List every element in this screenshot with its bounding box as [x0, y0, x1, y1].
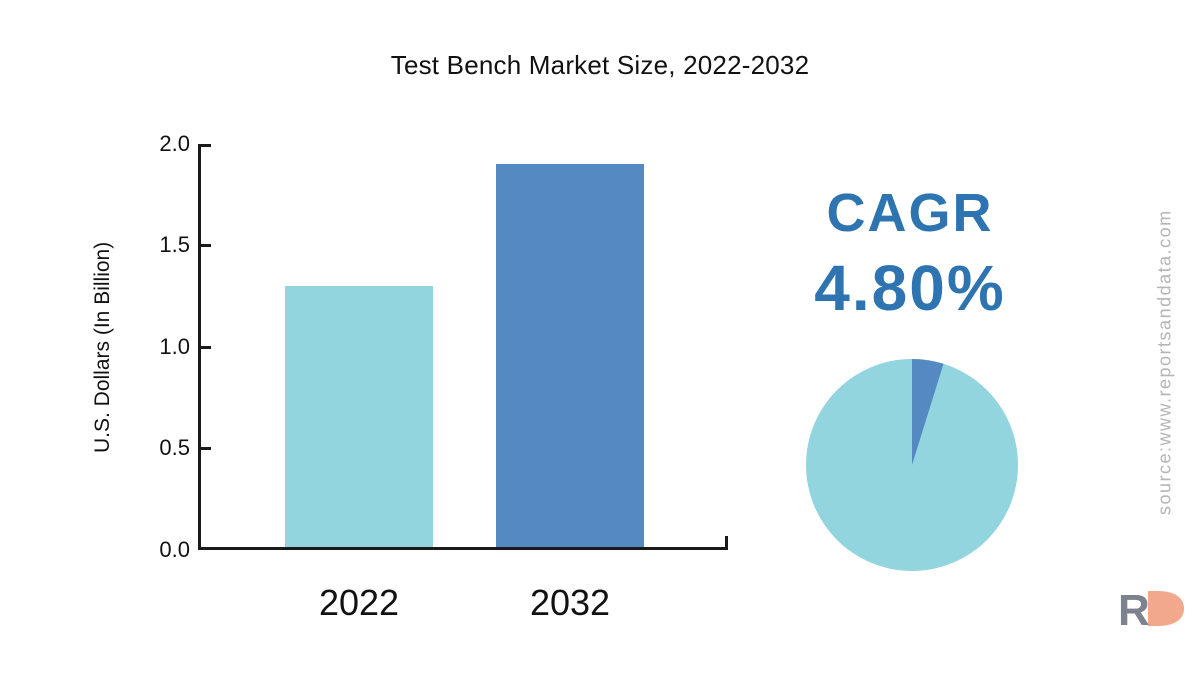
ytick-label-0.0: 0.0 — [159, 537, 190, 562]
ytick-label-0.5: 0.5 — [159, 435, 190, 460]
cagr-block: CAGR 4.80% — [780, 186, 1040, 320]
bar-2032 — [496, 164, 644, 550]
pie-cagr-slice — [912, 359, 944, 465]
xcat-label-2032: 2032 — [529, 582, 611, 623]
chart-title: Test Bench Market Size, 2022-2032 — [390, 50, 810, 80]
cagr-label: CAGR — [826, 183, 994, 243]
source-note: source:www.reportsanddata.com — [1154, 209, 1175, 515]
y-tick-2.0 — [201, 144, 211, 147]
x-axis-end-tick — [725, 536, 728, 547]
y-axis-line — [198, 144, 201, 550]
x-axis-line — [198, 547, 728, 550]
y-tick-0.5 — [201, 447, 211, 450]
y-axis-title: U.S. Dollars (In Billion) — [91, 241, 114, 453]
ytick-label-1.5: 1.5 — [159, 232, 190, 257]
bar-chart-plot-area — [198, 144, 728, 550]
y-tick-1.5 — [201, 244, 211, 247]
ytick-label-1.0: 1.0 — [159, 334, 190, 359]
ytick-label-2.0: 2.0 — [159, 131, 190, 156]
cagr-pie-chart — [806, 359, 1018, 571]
y-tick-1.0 — [201, 346, 211, 349]
bar-2022 — [285, 286, 433, 550]
reportsanddata-logo: R — [1118, 586, 1184, 635]
logo-r-letter: R — [1118, 586, 1150, 635]
cagr-value: 4.80% — [814, 252, 1006, 324]
logo-d-shape — [1148, 591, 1184, 626]
xcat-label-2022: 2022 — [318, 582, 400, 623]
